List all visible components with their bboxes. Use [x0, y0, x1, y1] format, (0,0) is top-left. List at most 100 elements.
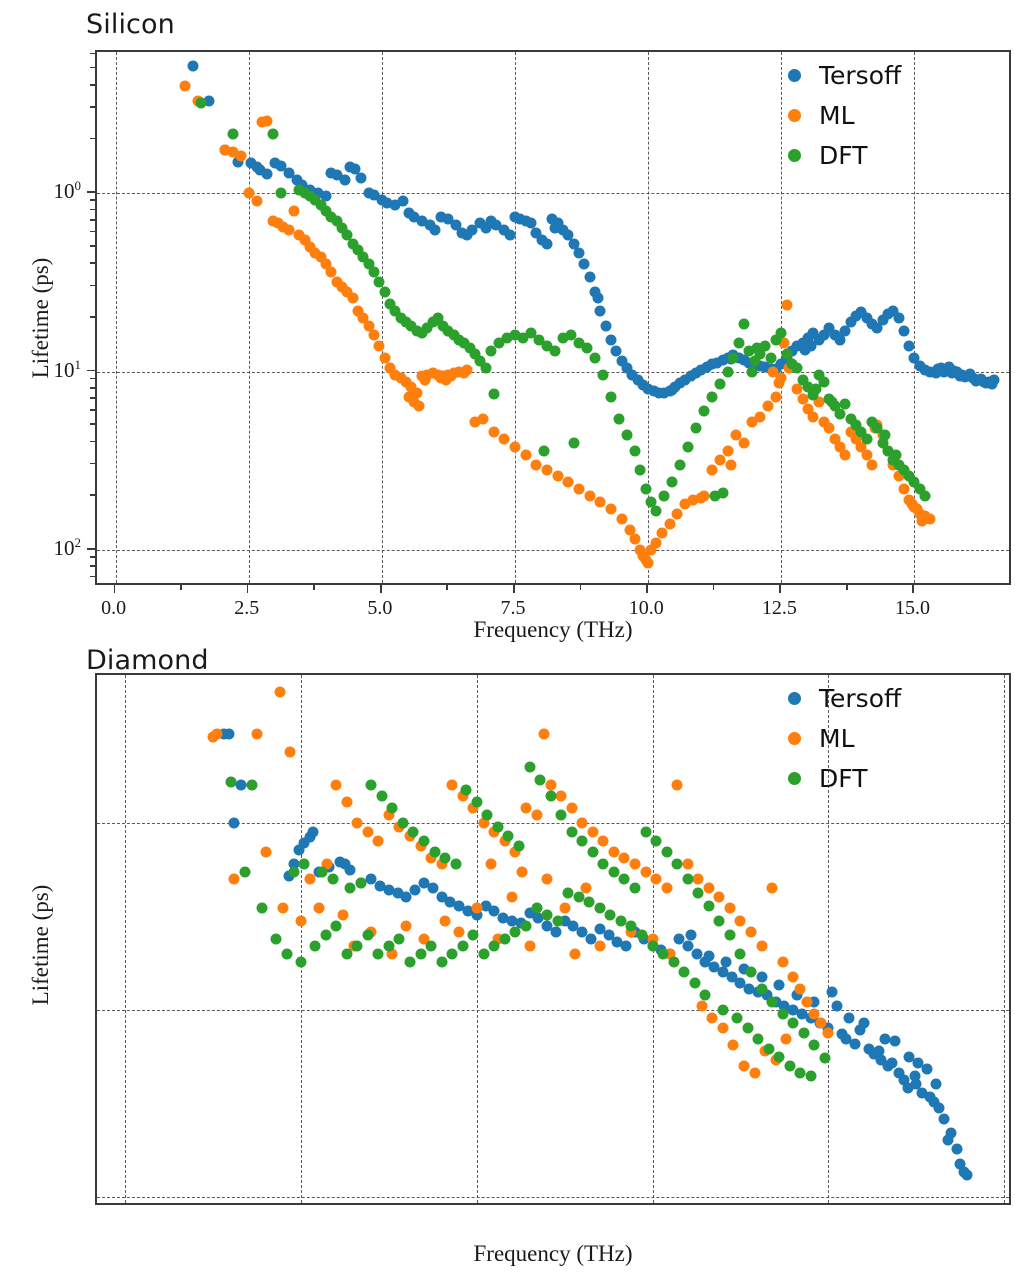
data-point-ml: [698, 490, 710, 502]
data-point-tersoff: [912, 1057, 924, 1069]
xtick-minor: [180, 585, 182, 590]
data-point-ml: [413, 400, 425, 412]
data-point-ml: [569, 948, 581, 960]
data-point-dft: [798, 1027, 810, 1039]
data-point-ml: [706, 1012, 718, 1024]
data-point-dft: [855, 426, 867, 438]
data-point-dft: [488, 940, 500, 952]
data-point-ml: [274, 686, 286, 698]
data-point-tersoff: [480, 900, 492, 912]
legend-item-tersoff[interactable]: Tersoff: [770, 62, 901, 88]
data-point-ml: [787, 971, 799, 983]
ytick-minor: [90, 262, 95, 264]
gridline-horizontal: [97, 193, 1009, 195]
data-point-ml: [403, 391, 415, 403]
data-point-tersoff: [903, 340, 915, 352]
data-point-ml: [618, 852, 630, 864]
data-point-ml: [597, 835, 609, 847]
data-point-tersoff: [397, 195, 409, 207]
data-point-tersoff: [349, 163, 361, 175]
data-point-dft: [513, 840, 525, 852]
gridline-vertical: [515, 52, 517, 583]
data-point-dft: [573, 891, 585, 903]
data-point-tersoff: [942, 1134, 954, 1146]
data-point-tersoff: [933, 1102, 945, 1113]
data-point-dft: [615, 915, 627, 927]
data-point-ml: [640, 866, 652, 878]
data-point-dft: [267, 128, 279, 140]
data-point-dft: [775, 327, 787, 339]
legend-diamond: Tersoff ML DFT: [770, 685, 901, 791]
legend-label-dft: DFT: [819, 763, 868, 793]
data-point-dft: [604, 909, 616, 921]
data-point-dft: [746, 366, 758, 378]
data-point-dft: [608, 866, 620, 878]
ytick-minor: [90, 565, 95, 567]
data-point-tersoff: [344, 864, 356, 876]
data-point-ml: [650, 537, 662, 549]
data-point-dft: [480, 362, 492, 374]
data-point-dft: [520, 920, 532, 932]
data-point-dft: [389, 305, 401, 317]
data-point-ml: [341, 796, 353, 808]
ytick-minor: [90, 397, 95, 399]
data-point-dft: [256, 902, 268, 914]
data-point-dft: [722, 366, 734, 378]
xtick-major: [246, 585, 249, 593]
data-point-dft: [331, 215, 343, 227]
data-point-dft: [330, 920, 342, 932]
ytick-minor: [90, 315, 95, 318]
data-point-tersoff: [620, 940, 632, 952]
data-point-dft: [594, 902, 606, 914]
xtick-major: [779, 585, 781, 593]
data-point-dft: [871, 422, 883, 434]
data-point-tersoff: [488, 905, 500, 917]
data-point-ml: [850, 433, 862, 445]
data-point-ml: [587, 826, 599, 838]
data-point-dft: [418, 835, 430, 847]
data-point-tersoff: [480, 222, 492, 234]
legend-item-ml[interactable]: ML: [770, 725, 901, 751]
data-point-tersoff: [845, 316, 857, 328]
data-point-ml: [822, 1027, 834, 1039]
ytick-minor: [90, 386, 95, 389]
data-point-tersoff: [840, 1033, 852, 1045]
legend-marker-dft: [788, 771, 801, 785]
data-point-dft: [320, 205, 332, 217]
data-point-dft: [393, 933, 405, 945]
data-point-ml: [777, 956, 789, 968]
xtick-minor: [446, 585, 449, 590]
data-point-dft: [246, 779, 258, 791]
panel-title-silicon: Silicon: [86, 9, 175, 40]
data-point-ml: [562, 476, 574, 488]
data-point-tersoff: [254, 164, 266, 176]
data-point-tersoff: [898, 325, 910, 337]
data-point-ml: [650, 873, 662, 885]
data-point-dft: [877, 437, 889, 449]
data-point-dft: [427, 316, 438, 328]
legend-item-tersoff[interactable]: Tersoff: [770, 685, 901, 711]
data-point-ml: [492, 933, 504, 945]
data-point-ml: [530, 459, 542, 471]
data-point-ml: [251, 195, 263, 207]
data-point-tersoff: [429, 224, 441, 236]
data-point-dft: [587, 846, 599, 858]
legend-item-dft[interactable]: DFT: [770, 142, 901, 168]
data-point-tersoff: [298, 837, 310, 849]
data-point-ml: [839, 449, 851, 461]
data-point-dft: [541, 909, 553, 921]
data-point-tersoff: [261, 168, 273, 180]
xticklabel: 5.0: [367, 597, 393, 619]
data-point-ml: [357, 312, 369, 324]
data-point-ml: [228, 873, 240, 885]
legend-item-dft[interactable]: DFT: [770, 765, 901, 791]
data-point-tersoff: [829, 329, 841, 341]
legend-item-ml[interactable]: ML: [770, 102, 901, 128]
data-point-tersoff: [839, 325, 851, 337]
data-point-dft: [629, 882, 641, 894]
data-point-tersoff: [778, 1000, 790, 1012]
data-point-ml: [520, 802, 532, 814]
data-point-tersoff: [863, 1043, 875, 1055]
data-point-ml: [664, 948, 676, 960]
legend-marker-dft: [788, 148, 801, 162]
